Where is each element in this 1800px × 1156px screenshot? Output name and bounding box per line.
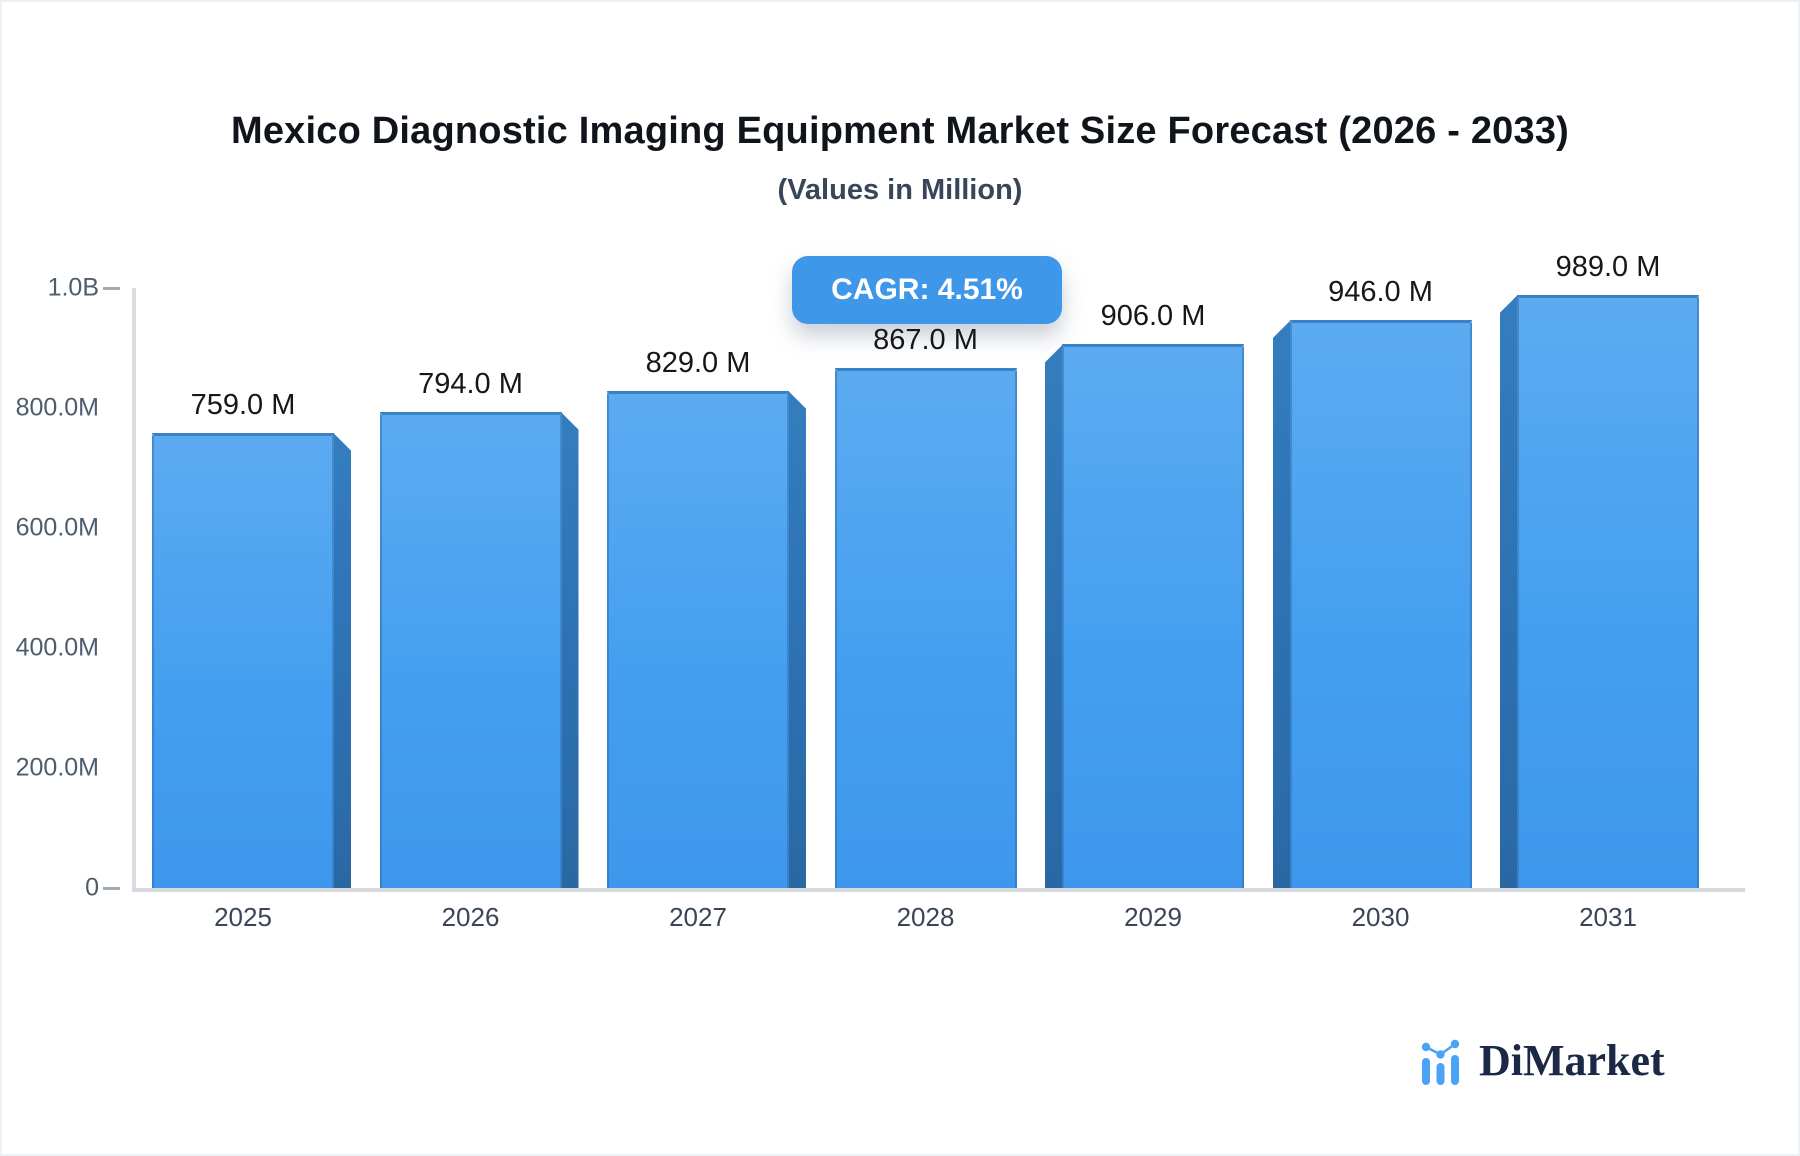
- bar-side-2031: [1500, 294, 1518, 888]
- y-tick-label-400.0M: 400.0M: [15, 633, 99, 662]
- x-axis-label-2031: 2031: [1579, 902, 1637, 932]
- x-axis-label-2026: 2026: [441, 902, 500, 932]
- bar-value-label-2025: 759.0 M: [190, 388, 296, 421]
- x-axis-baseline: [132, 888, 1745, 892]
- y-axis-line: [132, 288, 136, 892]
- bar-chart-logo-icon: [1420, 1036, 1466, 1086]
- bar-value-label-2031: 989.0 M: [1555, 250, 1661, 283]
- y-tick-label-600.0M: 600.0M: [15, 513, 99, 542]
- bar-2025: [152, 432, 334, 888]
- bar-value-label-2030: 946.0 M: [1328, 276, 1433, 309]
- x-axis-label-2025: 2025: [214, 902, 272, 932]
- bar-2029: [1062, 344, 1244, 888]
- x-axis-label-2027: 2027: [669, 902, 727, 932]
- bar-value-label-2026: 794.0 M: [418, 367, 523, 400]
- bar-side-2029: [1045, 344, 1063, 888]
- chart-title: Mexico Diagnostic Imaging Equipment Mark…: [230, 110, 1570, 152]
- y-tick-label-800.0M: 800.0M: [15, 393, 99, 422]
- cagr-badge-label: CAGR: 4.51%: [831, 273, 1023, 306]
- bar-value-label-2027: 829.0 M: [645, 346, 751, 379]
- bar-side-2030: [1272, 320, 1291, 888]
- bar-2027: [607, 390, 789, 888]
- y-tick-label-0: 0: [85, 873, 99, 902]
- x-axis-label-2030: 2030: [1351, 902, 1410, 932]
- y-tick-mark: [103, 886, 120, 890]
- bar-2031: [1517, 294, 1699, 888]
- bar-value-label-2029: 906.0 M: [1100, 300, 1206, 333]
- bar-side-2026: [560, 411, 579, 888]
- chart-subtitle: (Values in Million): [777, 174, 1023, 206]
- y-tick-label-200.0M: 200.0M: [15, 753, 99, 782]
- x-axis-label-2029: 2029: [1124, 902, 1182, 932]
- cagr-badge: CAGR: 4.51%: [792, 256, 1062, 324]
- dimarket-logo: DiMarket: [1420, 1036, 1665, 1086]
- bar-side-2027: [788, 390, 806, 888]
- logo-wordmark: DiMarket: [1479, 1036, 1665, 1085]
- bar-2026: [379, 411, 562, 888]
- x-axis-label-2028: 2028: [896, 902, 955, 932]
- bar-value-label-2028: 867.0 M: [873, 323, 978, 356]
- bar-2028: [834, 367, 1017, 888]
- bar-side-2025: [333, 432, 351, 888]
- bar-2030: [1289, 320, 1472, 888]
- y-tick-label-1.0B: 1.0B: [47, 273, 99, 302]
- y-tick-mark: [103, 286, 120, 290]
